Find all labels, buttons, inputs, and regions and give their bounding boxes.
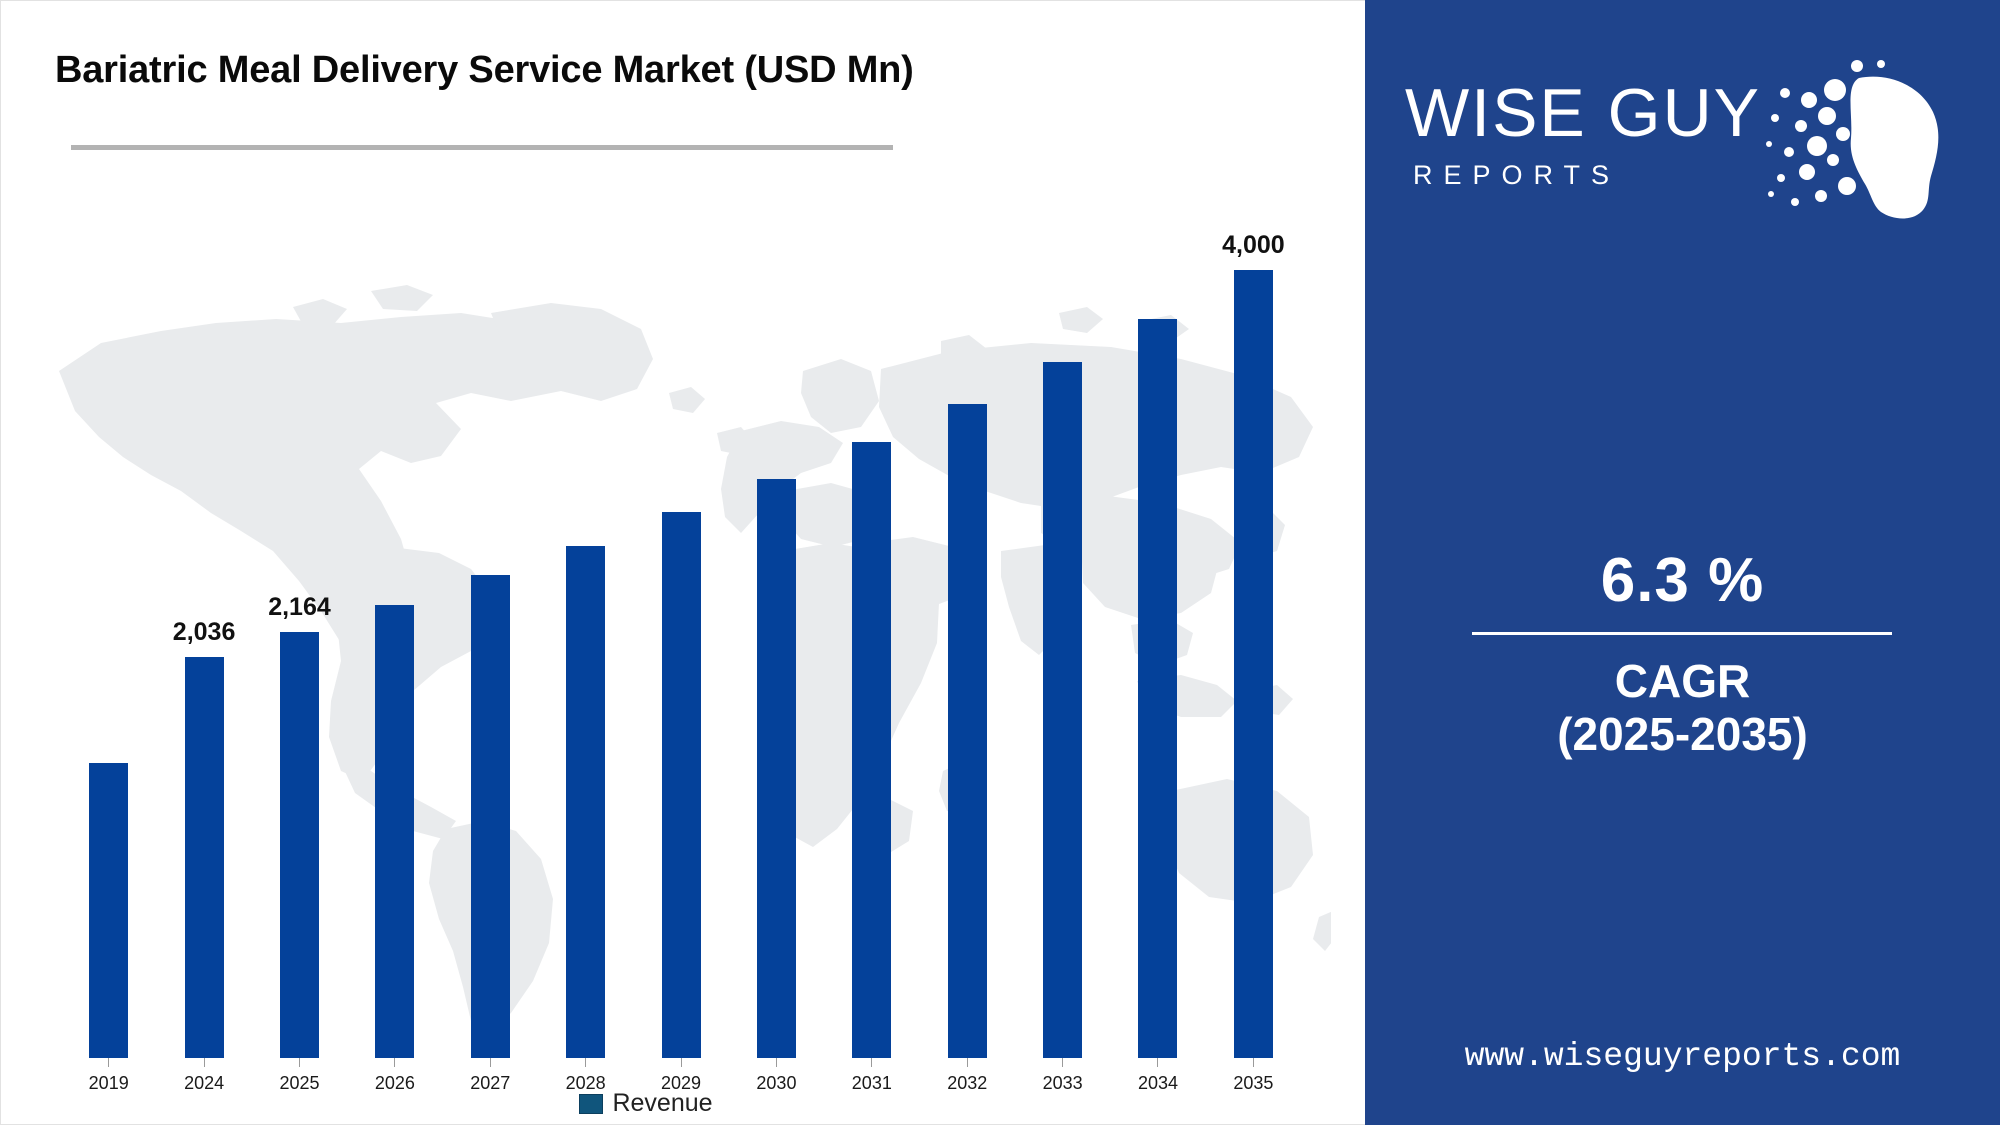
bar-series: 2,036 2,164 4,000 (61, 191, 1301, 1058)
x-tick-2035: 2035 (1206, 1058, 1301, 1094)
tick-mark-icon (775, 1058, 777, 1067)
bar-2027[interactable] (470, 575, 510, 1058)
x-tick-2027: 2027 (443, 1058, 538, 1094)
bar-slot-2025: 2,164 (252, 191, 347, 1058)
x-tick-label-2032: 2032 (947, 1073, 988, 1093)
x-tick-2031: 2031 (824, 1058, 919, 1094)
x-tick-2033: 2033 (1015, 1058, 1110, 1094)
x-tick-label-2024: 2024 (184, 1073, 225, 1093)
x-tick-label-2019: 2019 (88, 1073, 129, 1093)
cagr-divider (1472, 632, 1892, 635)
bar-2026[interactable] (375, 604, 415, 1058)
x-tick-label-2025: 2025 (279, 1073, 320, 1093)
tick-mark-icon (1157, 1058, 1159, 1067)
x-tick-label-2030: 2030 (756, 1073, 797, 1093)
x-tick-label-2035: 2035 (1233, 1073, 1274, 1093)
tick-mark-icon (108, 1058, 110, 1067)
x-tick-2029: 2029 (633, 1058, 728, 1094)
tick-mark-icon (203, 1058, 205, 1067)
tick-mark-icon (966, 1058, 968, 1067)
chart-panel: Bariatric Meal Delivery Service Market (… (0, 0, 1365, 1125)
bar-2024[interactable] (184, 656, 224, 1058)
bar-slot-2024: 2,036 (156, 191, 251, 1058)
x-tick-label-2026: 2026 (374, 1073, 415, 1093)
tick-mark-icon (585, 1058, 587, 1067)
bar-slot-2028 (538, 191, 633, 1058)
bar-value-label-2024: 2,036 (172, 617, 236, 646)
x-tick-label-2027: 2027 (470, 1073, 511, 1093)
svg-text:WISE GUY: WISE GUY (1405, 75, 1761, 151)
page-title: Bariatric Meal Delivery Service Market (… (55, 49, 914, 91)
website-url[interactable]: www.wiseguyreports.com (1464, 1038, 1901, 1075)
bar-2030[interactable] (756, 478, 796, 1058)
title-divider (71, 145, 893, 150)
cagr-value: 6.3 % (1600, 546, 1765, 615)
bar-2019[interactable] (89, 763, 129, 1058)
bar-slot-2030 (729, 191, 824, 1058)
bar-slot-2026 (347, 191, 442, 1058)
brand-panel: WISE GUY REPORTS (1365, 0, 2000, 1125)
x-tick-2025: 2025 (252, 1058, 347, 1094)
cagr-label-line2: (2025-2035) (1557, 707, 1808, 760)
x-tick-label-2033: 2033 (1042, 1073, 1083, 1093)
plot-area: 2,036 2,164 4,000 (61, 191, 1301, 1058)
x-tick-2019: 2019 (61, 1058, 156, 1094)
tick-mark-icon (489, 1058, 491, 1067)
bar-2028[interactable] (566, 545, 606, 1058)
bar-value-label-2035: 4,000 (1222, 230, 1285, 259)
x-axis-ticks: 2019 2024 2025 2026 2027 2028 2029 2030 2031 2032… (61, 1058, 1301, 1094)
tick-mark-icon (394, 1058, 396, 1067)
tick-mark-icon (871, 1058, 873, 1067)
x-tick-2024: 2024 (156, 1058, 251, 1094)
bar-slot-2031 (824, 191, 919, 1058)
chart-legend: Revenue (1, 1089, 1291, 1118)
bar-2034[interactable] (1138, 319, 1178, 1058)
x-tick-label-2034: 2034 (1137, 1073, 1179, 1093)
bar-slot-2034 (1110, 191, 1205, 1058)
x-tick-2028: 2028 (538, 1058, 633, 1094)
x-tick-label-2028: 2028 (565, 1073, 606, 1093)
bar-slot-2029 (633, 191, 728, 1058)
bar-slot-2032 (920, 191, 1015, 1058)
bar-2025[interactable] (279, 631, 319, 1058)
tick-mark-icon (298, 1058, 300, 1067)
x-tick-label-2031: 2031 (851, 1073, 892, 1093)
wiseguy-logo: WISE GUY REPORTS (1365, 60, 2000, 225)
tick-mark-icon (680, 1058, 682, 1067)
x-tick-label-2029: 2029 (661, 1073, 702, 1093)
cagr-label-line1: CAGR (1614, 655, 1751, 707)
bar-slot-2033 (1015, 191, 1110, 1058)
bar-2032[interactable] (947, 403, 987, 1058)
bar-2035[interactable] (1233, 269, 1273, 1058)
legend-swatch-icon (579, 1093, 604, 1114)
bar-slot-2035: 4,000 (1206, 191, 1301, 1058)
bar-value-label-2025: 2,164 (268, 592, 331, 621)
x-tick-2030: 2030 (729, 1058, 824, 1094)
legend-label-revenue: Revenue (612, 1089, 713, 1117)
cagr-label: CAGR (2025-2035) (1365, 655, 2000, 761)
bar-2029[interactable] (661, 512, 701, 1058)
bar-2033[interactable] (1043, 362, 1083, 1058)
x-tick-2034: 2034 (1110, 1058, 1205, 1094)
svg-text:REPORTS: REPORTS (1413, 160, 1620, 190)
tick-mark-icon (1252, 1058, 1254, 1067)
x-tick-2032: 2032 (920, 1058, 1015, 1094)
bar-slot-2027 (443, 191, 538, 1058)
tick-mark-icon (1062, 1058, 1064, 1067)
bar-2031[interactable] (852, 442, 892, 1058)
x-tick-2026: 2026 (347, 1058, 442, 1094)
bar-slot-2019 (61, 191, 156, 1058)
